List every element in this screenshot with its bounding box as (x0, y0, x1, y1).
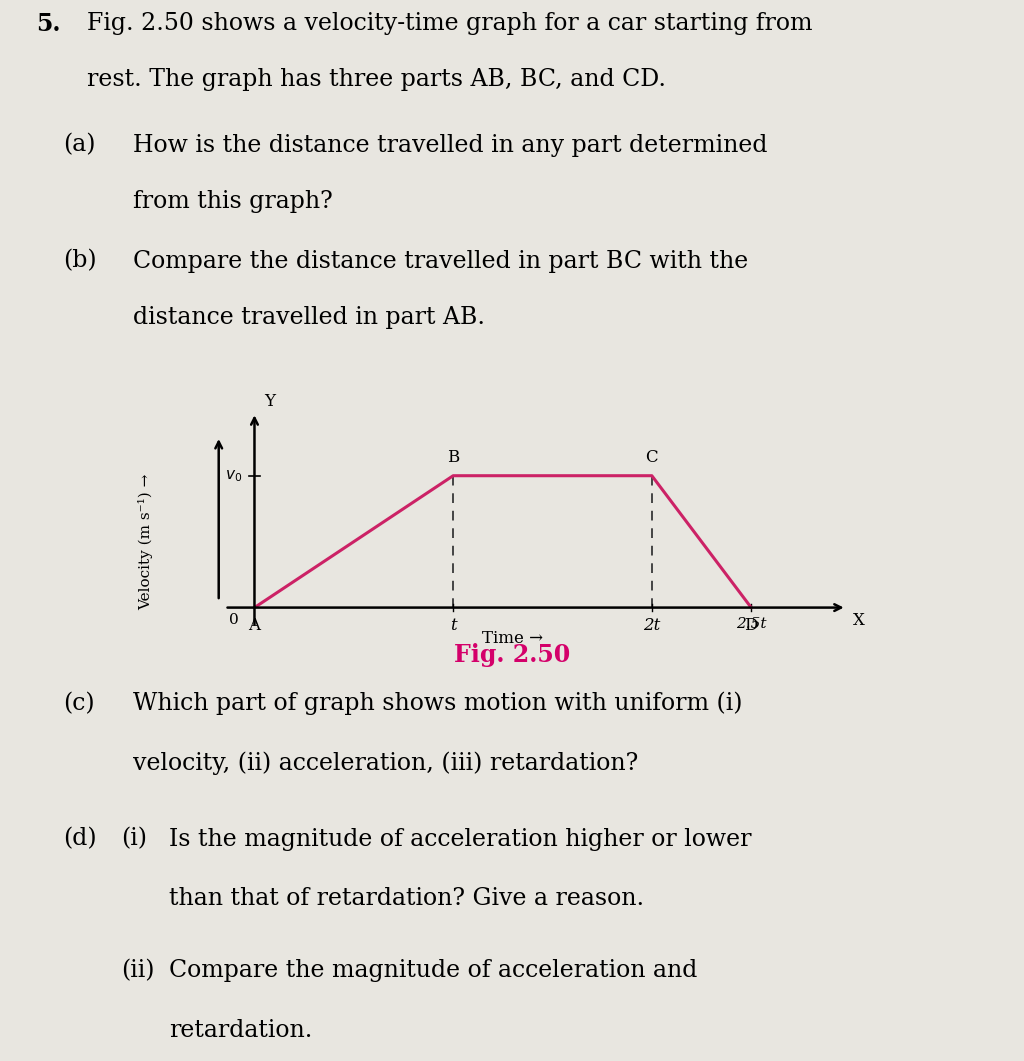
Text: 2t: 2t (643, 616, 660, 633)
Text: Is the magnitude of acceleration higher or lower: Is the magnitude of acceleration higher … (169, 828, 752, 851)
Text: 0: 0 (228, 613, 239, 627)
Text: 2.5t: 2.5t (736, 616, 766, 631)
Text: Velocity (m s⁻¹) →: Velocity (m s⁻¹) → (137, 473, 153, 610)
Text: t: t (450, 616, 457, 633)
Text: Y: Y (264, 393, 275, 410)
Text: How is the distance travelled in any part determined: How is the distance travelled in any par… (133, 134, 768, 157)
Text: (b): (b) (63, 249, 97, 273)
Text: (ii): (ii) (121, 959, 155, 982)
Text: A: A (249, 616, 260, 633)
Text: C: C (645, 450, 658, 467)
Text: D: D (744, 616, 758, 633)
Text: X: X (853, 611, 864, 628)
Text: velocity, (ii) acceleration, (iii) retardation?: velocity, (ii) acceleration, (iii) retar… (133, 751, 638, 775)
Text: Fig. 2.50 shows a velocity-time graph for a car starting from: Fig. 2.50 shows a velocity-time graph fo… (87, 12, 812, 35)
Text: (d): (d) (63, 828, 97, 851)
Text: Compare the distance travelled in part BC with the: Compare the distance travelled in part B… (133, 249, 749, 273)
Text: (i): (i) (121, 828, 146, 851)
Text: (a): (a) (63, 134, 96, 157)
Text: Time →: Time → (482, 630, 544, 647)
Text: B: B (447, 450, 460, 467)
Text: (c): (c) (63, 692, 95, 715)
Text: $v_0$: $v_0$ (225, 468, 243, 484)
Text: distance travelled in part AB.: distance travelled in part AB. (133, 306, 485, 329)
Text: 5.: 5. (36, 12, 60, 36)
Text: retardation.: retardation. (169, 1019, 312, 1042)
Text: from this graph?: from this graph? (133, 190, 333, 213)
Text: Which part of graph shows motion with uniform (i): Which part of graph shows motion with un… (133, 692, 742, 715)
Text: rest. The graph has three parts AB, BC, and CD.: rest. The graph has three parts AB, BC, … (87, 68, 666, 91)
Text: Fig. 2.50: Fig. 2.50 (454, 643, 570, 667)
Text: Compare the magnitude of acceleration and: Compare the magnitude of acceleration an… (169, 959, 697, 982)
Text: than that of retardation? Give a reason.: than that of retardation? Give a reason. (169, 887, 644, 910)
